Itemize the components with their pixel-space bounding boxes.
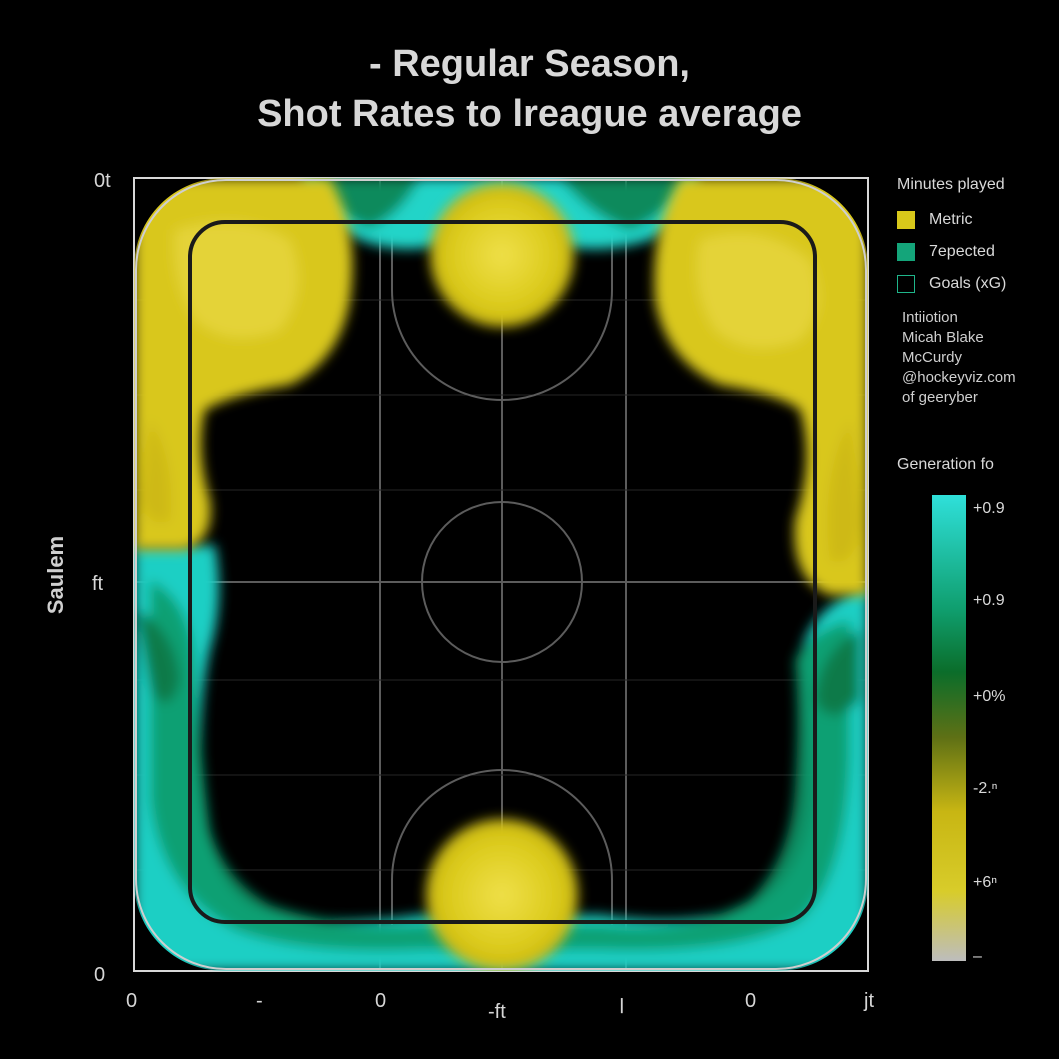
legend-label: Metric — [929, 211, 973, 228]
legend-title: Minutes played — [897, 176, 1005, 193]
legend-swatch-green — [897, 243, 915, 261]
x-tick-5: jt — [864, 990, 874, 1012]
y-tick-mid: ft — [92, 573, 104, 595]
x-axis-label: -ft — [488, 1001, 506, 1023]
y-tick-bottom: 0 — [94, 964, 106, 986]
rink-boards-inner — [188, 220, 817, 924]
legend-label: Goals (xG) — [929, 275, 1007, 292]
y-tick-top: 0t — [94, 170, 111, 192]
legend-item-metric: Metric — [897, 204, 1057, 236]
colorbar-tick-5: – — [973, 948, 982, 965]
x-tick-2: 0 — [375, 990, 387, 1012]
colorbar-tick-4: +6ⁿ — [973, 874, 998, 891]
x-tick-4: 0 — [745, 990, 757, 1012]
crease-blob-top — [430, 183, 574, 327]
legend-item-expected: 7epected — [897, 236, 1057, 268]
colorbar-tick-0: +0.9 — [973, 500, 1005, 517]
colorbar-title: Generation fo — [897, 456, 994, 473]
legend-item-goals: Goals (xG) — [897, 268, 1057, 300]
crease-blob-bottom — [426, 819, 578, 971]
legend-swatch-yellow — [897, 211, 915, 229]
colorbar-tick-2: +0% — [973, 688, 1006, 705]
attribution-line: Intiiotion — [902, 309, 958, 326]
legend-label: 7epected — [929, 243, 995, 260]
attribution-line: of geeryber — [902, 389, 978, 406]
colorbar-tick-3: -2.ⁿ — [973, 780, 998, 797]
rink-boards-outer — [135, 179, 867, 970]
legend-swatch-outline — [897, 275, 915, 293]
chart-title-line-2: Shot Rates to lreague average — [257, 93, 802, 135]
attribution-line: McCurdy — [902, 349, 963, 366]
x-tick-0: 0 — [126, 990, 138, 1012]
y-axis-label: Saulem — [43, 535, 68, 615]
attribution-line: @hockeyviz.com — [902, 369, 1016, 386]
attribution: Intiiotion Micah Blake McCurdy @hockeyvi… — [902, 308, 1016, 408]
colorbar — [932, 495, 966, 961]
legend: Minutes played Metric 7epected Goals (xG… — [897, 176, 1057, 300]
x-tick-3: ꞁ — [619, 992, 625, 1014]
x-tick-1: - — [256, 990, 263, 1012]
chart-title-line-1: - Regular Season, — [369, 43, 690, 85]
attribution-line: Micah Blake — [902, 329, 984, 346]
colorbar-tick-1: +0.9 — [973, 592, 1005, 609]
